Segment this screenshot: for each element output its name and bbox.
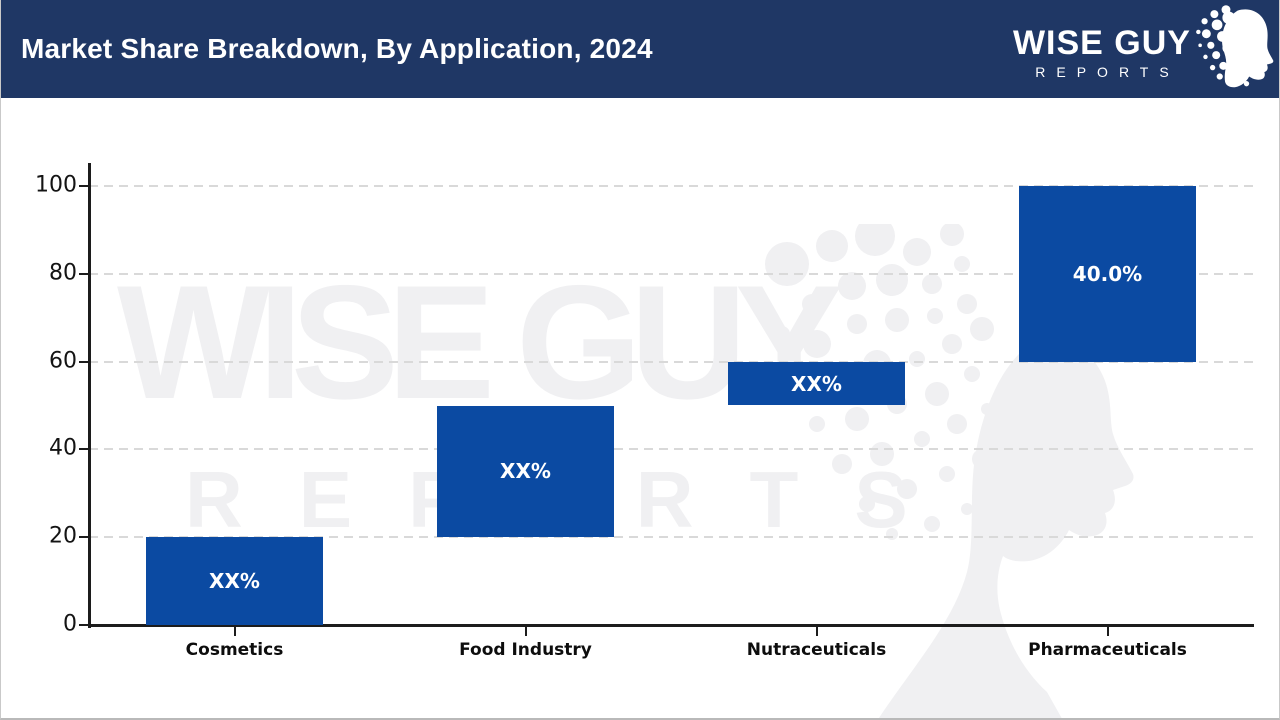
x-tick-mark [815,627,818,636]
gridline [89,360,1253,363]
plot-area: WISE GUY REPORTS 020406080100CosmeticsFo… [1,98,1279,718]
bar-value-label: XX% [500,459,551,484]
y-tick-mark [79,360,88,363]
y-tick-mark [79,185,88,187]
gridline [89,536,1253,539]
x-tick-mark [1106,627,1109,636]
watermark-head-graphic [765,224,1134,718]
brand-logo: WISE GUY REPORTS [1013,4,1275,92]
bar-nutraceuticals [728,361,905,406]
y-tick-mark [79,624,88,626]
y-tick-mark [79,272,88,275]
dotted-head-icon [1196,5,1274,88]
header: Market Share Breakdown, By Application, … [1,0,1279,98]
watermark-text-line1: WISE GUY [117,252,843,433]
bar-cosmetics [146,537,323,625]
gridline [89,448,1253,451]
chart-title: Market Share Breakdown, By Application, … [21,33,653,64]
y-tick-label: 20 [49,523,77,549]
gridline [89,185,1253,187]
x-axis-label: Food Industry [459,640,592,660]
gridline [89,272,1253,275]
bar-value-label: XX% [209,569,260,594]
bar-pharmaceuticals [1019,186,1196,362]
y-axis-line [88,163,91,628]
y-tick-label: 80 [49,260,77,286]
y-tick-label: 100 [35,172,77,198]
bar-value-label: XX% [791,371,842,396]
logo-wordmark: WISE GUY REPORTS [1012,23,1191,80]
bar-value-label: 40.0% [1072,261,1143,286]
x-axis-label: Cosmetics [185,640,284,660]
x-tick-mark [233,627,236,636]
x-axis-label: Pharmaceuticals [1028,640,1187,660]
y-tick-mark [79,536,88,539]
y-tick-mark [79,448,88,451]
x-axis-line [88,624,1254,627]
x-tick-mark [524,627,527,636]
x-axis-label: Nutraceuticals [746,640,887,660]
logo-wordmark-line1: WISE GUY [1012,23,1191,62]
y-tick-label: 0 [63,611,77,637]
bar-food-industry [437,405,614,538]
logo-wordmark-line2: REPORTS [1035,64,1180,81]
y-tick-label: 60 [49,348,77,374]
y-tick-label: 40 [49,435,77,461]
